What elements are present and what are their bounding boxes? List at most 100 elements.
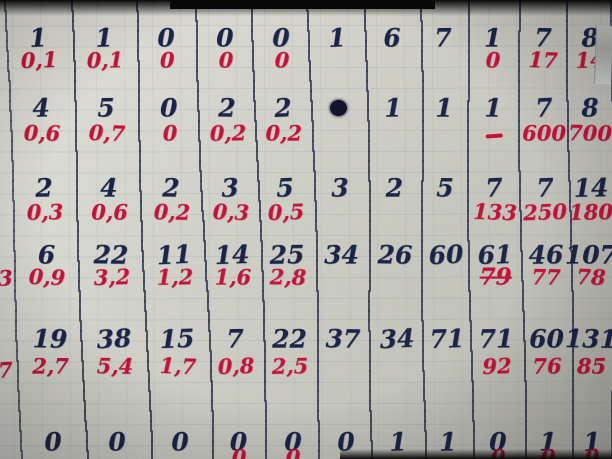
column-separator-line: [610, 420, 612, 432]
column-separator-line: [318, 449, 321, 459]
table-cell-primary-value: 5: [276, 173, 295, 203]
table-cell-primary-value: 5: [97, 93, 116, 123]
table-cell-primary-value: 0: [43, 427, 63, 457]
table-cell-primary-value: 6: [382, 23, 402, 53]
table-cell-primary-value: 1: [384, 93, 403, 123]
table-cell-secondary-value: 0,1: [20, 46, 58, 74]
table-cell-primary-value: 3: [331, 173, 350, 203]
table-cell-primary-value: 2: [273, 93, 293, 123]
table-cell-primary-value: 107: [564, 240, 612, 270]
table-cell-secondary-value: 0,1: [86, 47, 124, 73]
table-cell-primary-value: 71: [478, 324, 515, 354]
table-cell-primary-value: 60: [427, 239, 464, 271]
table-cell-primary-value: 14: [572, 173, 609, 203]
column-separator-line: [20, 449, 24, 459]
table-cell-secondary-value: 133: [472, 198, 518, 226]
table-cell-secondary-value: 0,2: [265, 120, 303, 146]
table-cell-dash-mark: [485, 124, 503, 141]
table-cell-primary-value: 37: [325, 324, 362, 354]
column-separator-line: [86, 449, 89, 459]
table-cell-primary-value: 0: [216, 23, 234, 53]
table-cell-secondary-value: 0: [274, 47, 290, 73]
table-cell-secondary-value: 0,6: [91, 199, 128, 225]
table-cell-primary-value: 7: [225, 324, 244, 354]
table-cell-secondary-value: 2,7: [32, 353, 69, 379]
left-edge-fragment: 3: [0, 265, 14, 291]
table-cell-secondary-value: 0: [161, 120, 178, 146]
table-cell-primary-value: 4: [31, 93, 51, 123]
table-cell-primary-value: 1: [435, 93, 453, 123]
table-cell-primary-value: 2: [218, 93, 237, 123]
table-cell-primary-value: 7: [535, 173, 554, 203]
table-cell-primary-value: 2: [385, 173, 404, 203]
table-cell-primary-value: 2: [162, 173, 181, 203]
ink-blot-mark: [330, 100, 348, 116]
table-cell-secondary-value: 0,6: [23, 120, 61, 146]
table-cell-secondary-value: 92: [481, 352, 512, 380]
bottom-shadow: [340, 449, 612, 459]
left-edge-fragment: 7: [0, 357, 14, 383]
table-cell-primary-value: 15: [158, 323, 195, 355]
table-cell-primary-value: 0: [489, 427, 507, 457]
table-cell-primary-value: 4: [100, 173, 118, 203]
column-separator-line: [610, 440, 612, 452]
table-cell-primary-value: 0: [229, 427, 248, 457]
table-cell-secondary-value: 1,6: [214, 264, 252, 290]
column-separator-line: [264, 449, 268, 459]
table-cell-secondary-value: 0: [159, 47, 175, 73]
table-cell-primary-value: 0: [160, 93, 178, 123]
table-cell-primary-value: 7: [534, 93, 554, 123]
table-cell-secondary-value: 0,2: [209, 120, 247, 146]
table-cell-secondary-value: 85: [576, 353, 607, 379]
table-cell-primary-value: 2: [34, 173, 53, 203]
table-cell-secondary-value: 0: [218, 47, 234, 73]
table-cell-primary-value: 19: [31, 324, 68, 354]
table-cell-secondary-value: 1,2: [156, 264, 194, 290]
table-cell-secondary-value: 0,3: [211, 198, 250, 226]
table-cell-primary-value: 5: [435, 173, 454, 203]
table-cell-secondary-value: 700: [568, 120, 612, 146]
table-cell-primary-value: 34: [324, 240, 359, 270]
table-cell-primary-value: 8: [580, 93, 600, 123]
table-cell-secondary-value: 2,8: [269, 264, 307, 290]
table-cell-primary-value: 0: [171, 427, 190, 457]
table-cell-secondary-value: 600: [522, 120, 566, 146]
table-cell-secondary-value: 0: [231, 444, 247, 459]
table-cell-primary-value: 60: [529, 324, 564, 354]
table-cell-secondary-value: 77: [530, 264, 561, 290]
table-cell-primary-value: 38: [95, 323, 133, 355]
column-separator-line: [610, 430, 612, 442]
table-cell-secondary-value: 0,7: [88, 119, 126, 147]
table-cell-secondary-value: 1,7: [159, 352, 197, 380]
table-cell-primary-value: 26: [377, 240, 414, 270]
table-cell-primary-value: 7: [484, 173, 504, 203]
table-cell-secondary-value: 2,5: [271, 353, 309, 379]
table-cell-primary-value: 6: [37, 240, 56, 270]
table-cell-secondary-value: 0: [285, 444, 301, 459]
table-cell-primary-value: 34: [378, 323, 415, 355]
table-cell-secondary-value: 78: [575, 263, 607, 291]
table-cell-secondary-value: 5,4: [96, 353, 134, 379]
table-cell-secondary-value: 0,8: [217, 352, 255, 380]
table-cell-secondary-value: 17: [528, 46, 559, 74]
table-cell-secondary-value: 0: [485, 47, 501, 73]
table-cell-primary-value: 3: [220, 173, 240, 203]
table-cell-primary-value: 1: [327, 23, 347, 53]
table-cell-primary-value: 1: [483, 23, 502, 53]
table-cell-secondary-value: 250: [522, 198, 568, 226]
paper-scrap-right-edge: [593, 25, 612, 85]
table-cell-secondary-value: 76: [532, 353, 562, 379]
table-cell-primary-value: 1: [484, 93, 503, 123]
table-cell-primary-value: 71: [429, 323, 465, 355]
table-cell-primary-value: 7: [434, 23, 452, 53]
table-cell-secondary-value: 180: [568, 199, 612, 225]
table-cell-secondary-value: 0,9: [28, 263, 66, 291]
table-cell-secondary-value: 0,5: [267, 198, 305, 226]
top-shadow-block: [170, 0, 435, 9]
table-cell-secondary-value: 0,2: [153, 199, 191, 225]
table-cell-primary-value: 22: [272, 324, 307, 354]
table-cell-secondary-value: 79: [479, 263, 512, 291]
table-cell-primary-value: 0: [108, 427, 127, 457]
table-cell-secondary-value: 3,2: [93, 263, 131, 291]
